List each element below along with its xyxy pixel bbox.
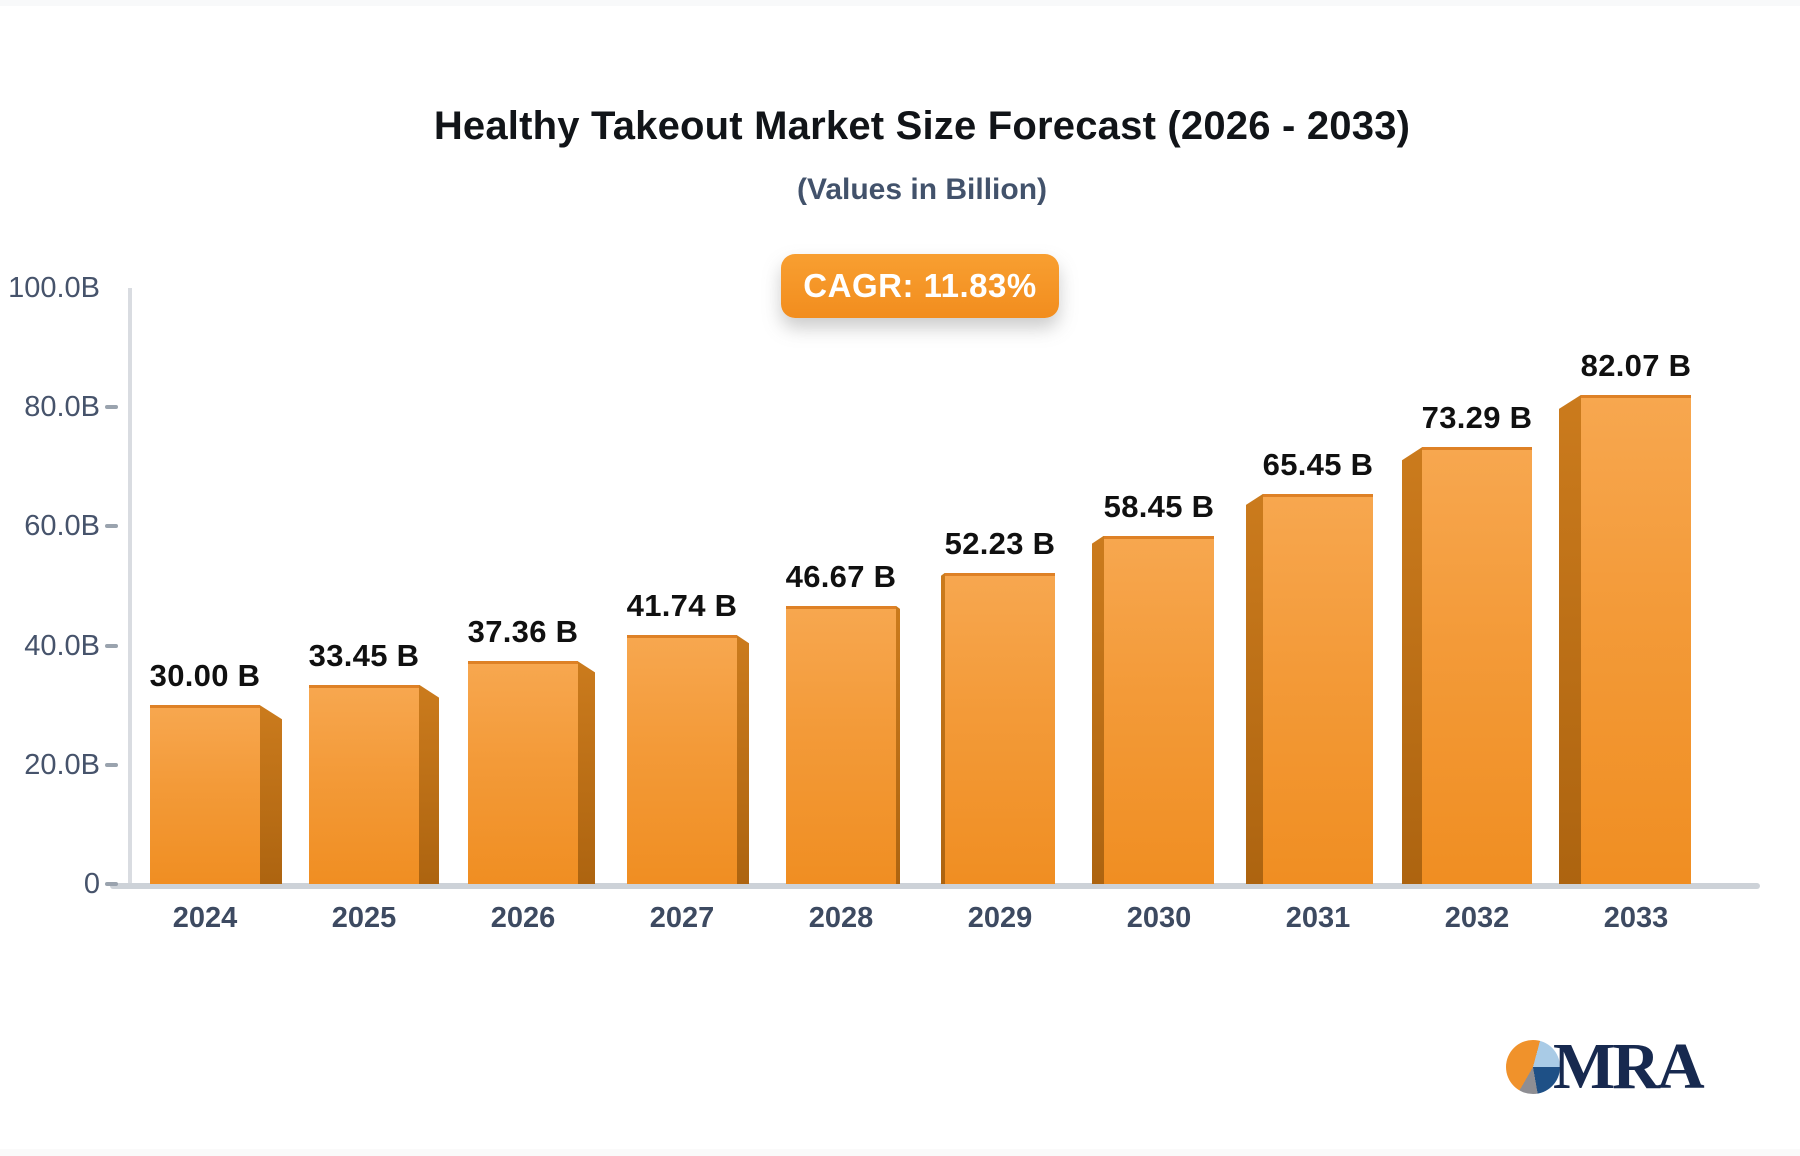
x-tick-label-2029: 2029	[967, 902, 1033, 934]
bar-2025	[309, 684, 419, 884]
bar-side-face-2027	[737, 635, 749, 884]
pie-chart-logo-icon	[1506, 1040, 1560, 1094]
x-tick-label-2033: 2033	[1603, 902, 1669, 934]
bar-value-label-2027: 41.74 B	[626, 588, 738, 624]
x-tick-label-2028: 2028	[808, 902, 874, 934]
chart-title: Healthy Takeout Market Size Forecast (20…	[433, 104, 1411, 148]
bar-value-label-2025: 33.45 B	[308, 637, 420, 673]
bar-value-label-2030: 58.45 B	[1103, 488, 1215, 524]
y-tick-label: 40.0B	[24, 629, 100, 662]
y-tick-mark	[105, 882, 118, 886]
bar-side-face-2024	[260, 705, 282, 884]
y-tick-label: 100.0B	[8, 272, 100, 304]
bar-2027	[627, 635, 737, 884]
bar-side-face-2031	[1246, 493, 1263, 884]
y-tick-mark	[105, 643, 118, 648]
x-tick-label-2026: 2026	[490, 902, 556, 934]
bar-side-face-2025	[419, 684, 439, 884]
y-tick-label: 60.0B	[24, 510, 100, 543]
y-tick-label: 80.0B	[24, 391, 100, 424]
page-edge-bottom	[0, 1149, 1800, 1156]
bar-side-face-2028	[896, 605, 900, 884]
x-tick-label-2024: 2024	[172, 902, 238, 934]
bar-2030	[1104, 535, 1214, 884]
logo-text: MRA	[1553, 1030, 1705, 1103]
x-tick-label-2030: 2030	[1126, 902, 1192, 934]
x-tick-label-2027: 2027	[649, 902, 715, 934]
bar-value-label-2024: 30.00 B	[149, 658, 261, 694]
bar-2026	[468, 661, 578, 884]
bar-side-face-2026	[578, 661, 595, 884]
bar-2029	[945, 572, 1055, 884]
bar-side-face-2030	[1092, 535, 1104, 884]
cagr-badge: CAGR: 11.83%	[781, 254, 1059, 318]
bar-2032	[1422, 447, 1532, 884]
bar-side-face-2032	[1402, 447, 1422, 884]
y-tick-mark	[105, 762, 118, 767]
bar-2028	[786, 605, 896, 884]
y-tick-mark	[105, 524, 118, 529]
x-tick-label-2031: 2031	[1285, 902, 1351, 934]
y-tick-mark	[105, 405, 118, 410]
y-tick-label: 0	[83, 868, 100, 900]
chart-subtitle: (Values in Billion)	[796, 173, 1048, 206]
x-axis-baseline	[110, 883, 1760, 889]
bar-value-label-2031: 65.45 B	[1262, 446, 1374, 482]
chart-header: Healthy Takeout Market Size Forecast (20…	[44, 104, 1800, 207]
bar-2031	[1263, 493, 1373, 884]
bar-value-label-2029: 52.23 B	[944, 525, 1056, 561]
bar-value-label-2032: 73.29 B	[1421, 400, 1533, 436]
bar-value-label-2026: 37.36 B	[467, 614, 579, 650]
bar-value-label-2028: 46.67 B	[785, 558, 897, 594]
bar-value-label-2033: 82.07 B	[1580, 347, 1692, 383]
bar-side-face-2033	[1559, 394, 1581, 884]
page-edge-top	[0, 0, 1800, 6]
x-tick-label-2032: 2032	[1444, 902, 1510, 934]
bar-2024	[150, 705, 260, 884]
bar-2033	[1581, 394, 1691, 884]
y-tick-label: 20.0B	[24, 748, 100, 781]
x-tick-label-2025: 2025	[331, 902, 397, 934]
bar-side-face-2029	[941, 572, 945, 884]
y-axis-line	[128, 288, 132, 886]
brand-logo: MRA	[1506, 1030, 1705, 1103]
